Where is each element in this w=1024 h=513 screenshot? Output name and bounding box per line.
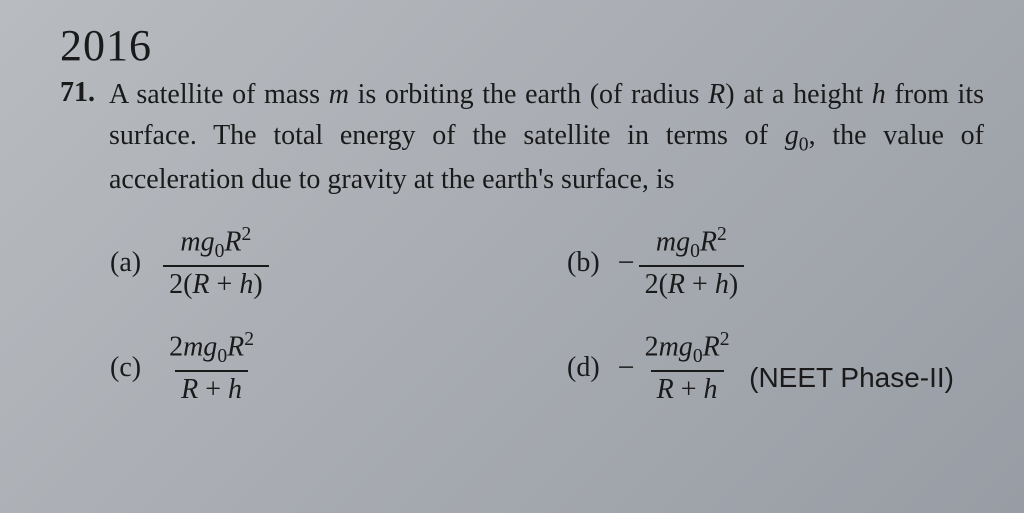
exam-year: 2016 (60, 20, 984, 71)
question-row: 71. A satellite of mass m is orbiting th… (60, 75, 984, 200)
option-c-denominator: R + h (175, 370, 248, 406)
option-d-sign: − (618, 351, 635, 385)
option-b-denominator: 2(R + h) (639, 265, 745, 301)
option-d-formula: − 2mg0R2 R + h (618, 329, 736, 406)
option-b-sign: − (618, 246, 635, 280)
option-d-fraction: 2mg0R2 R + h (639, 329, 736, 406)
option-d-label: (d) (567, 352, 600, 384)
option-a-fraction: mg0R2 2(R + h) (163, 224, 269, 301)
question-number: 71. (60, 75, 95, 109)
option-b: (b) − mg0R2 2(R + h) (567, 224, 944, 301)
option-c-label: (c) (110, 352, 141, 384)
option-a-numerator: mg0R2 (174, 224, 257, 265)
exam-source: (NEET Phase-II) (749, 362, 954, 394)
option-a-formula: mg0R2 2(R + h) (159, 224, 269, 301)
option-c-numerator: 2mg0R2 (163, 329, 260, 370)
option-d-numerator: 2mg0R2 (639, 329, 736, 370)
physics-question-page: 2016 71. A satellite of mass m is orbiti… (60, 20, 984, 406)
option-b-label: (b) (567, 247, 600, 279)
option-c: (c) 2mg0R2 R + h (110, 329, 487, 406)
option-a: (a) mg0R2 2(R + h) (110, 224, 487, 301)
option-c-formula: 2mg0R2 R + h (159, 329, 260, 406)
option-d-denominator: R + h (651, 370, 724, 406)
option-a-denominator: 2(R + h) (163, 265, 269, 301)
option-b-formula: − mg0R2 2(R + h) (618, 224, 744, 301)
option-c-fraction: 2mg0R2 R + h (163, 329, 260, 406)
option-b-numerator: mg0R2 (650, 224, 733, 265)
option-b-fraction: mg0R2 2(R + h) (639, 224, 745, 301)
question-text: A satellite of mass m is orbiting the ea… (109, 75, 984, 200)
option-a-label: (a) (110, 247, 141, 279)
